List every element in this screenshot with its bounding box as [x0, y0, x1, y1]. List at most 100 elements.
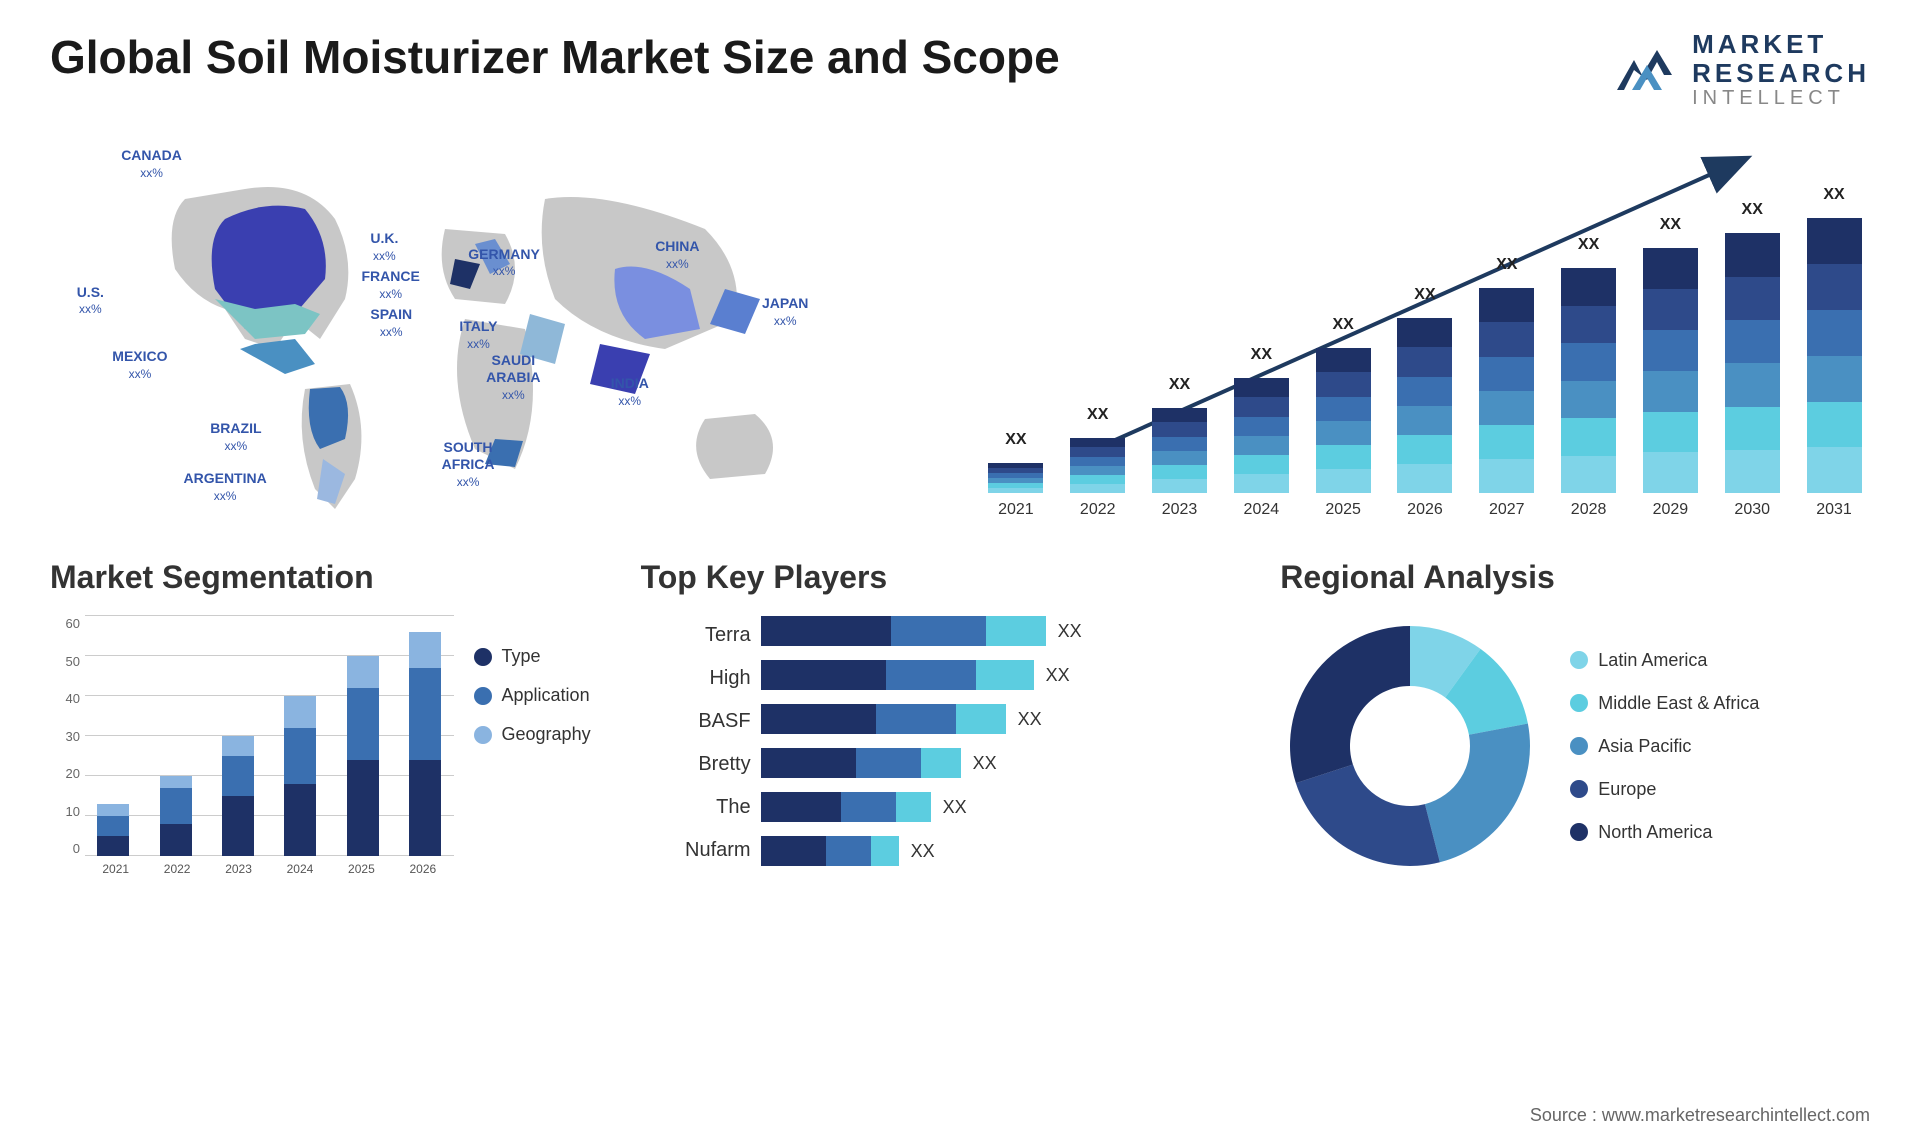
player-row: XX: [761, 836, 1231, 866]
player-row: XX: [761, 748, 1231, 778]
forecast-value: XX: [1660, 216, 1681, 234]
regional-legend: Latin America Middle East & Africa Asia Pa…: [1570, 650, 1759, 843]
legend-item: Europe: [1570, 779, 1759, 800]
legend-item: Latin America: [1570, 650, 1759, 671]
forecast-year: 2027: [1489, 501, 1525, 519]
map-label: ITALYxx%: [459, 318, 497, 352]
forecast-chart: XX 2021 XX 2022 XX2023 XX 2024 XX 2025 XX 2026 XX 20…: [980, 139, 1870, 519]
forecast-year: 2024: [1244, 501, 1280, 519]
forecast-year: 2031: [1816, 501, 1852, 519]
seg-year: 2021: [85, 862, 146, 876]
map-label: FRANCExx%: [362, 268, 420, 302]
map-label: INDIAxx%: [611, 375, 649, 409]
player-name: BASF: [641, 710, 751, 733]
forecast-bar: XX 2021: [980, 431, 1052, 519]
player-value: XX: [1058, 621, 1082, 642]
forecast-bar: XX 2022: [1062, 406, 1134, 519]
forecast-bar: XX 2026: [1389, 286, 1461, 519]
map-label: JAPANxx%: [762, 295, 808, 329]
donut-slice: [1290, 626, 1410, 783]
seg-bar: [210, 736, 266, 856]
logo-line2: RESEARCH: [1692, 59, 1870, 88]
player-row: XX: [761, 616, 1231, 646]
player-row: XX: [761, 704, 1231, 734]
map-label: SAUDIARABIAxx%: [486, 352, 540, 402]
seg-bar: [85, 804, 141, 856]
seg-year: 2023: [208, 862, 269, 876]
segmentation-title: Market Segmentation: [50, 559, 591, 596]
forecast-year: 2028: [1571, 501, 1607, 519]
forecast-value: XX: [1332, 316, 1353, 334]
source-text: Source : www.marketresearchintellect.com: [1530, 1105, 1870, 1126]
player-row: XX: [761, 792, 1231, 822]
logo: MARKET RESEARCH INTELLECT: [1612, 30, 1870, 109]
forecast-year: 2029: [1653, 501, 1689, 519]
regional-donut: [1280, 616, 1540, 876]
segmentation-legend: TypeApplicationGeography: [474, 616, 591, 876]
forecast-value: XX: [1742, 201, 1763, 219]
forecast-bar: XX 2028: [1553, 236, 1625, 519]
page-title: Global Soil Moisturizer Market Size and …: [50, 30, 1060, 84]
logo-line3: INTELLECT: [1692, 87, 1870, 109]
player-name: Nufarm: [641, 839, 751, 862]
player-value: XX: [1046, 665, 1070, 686]
players-title: Top Key Players: [641, 559, 1231, 596]
forecast-value: XX: [1005, 431, 1026, 449]
map-label: CANADAxx%: [121, 147, 182, 181]
forecast-bar: XX 2029: [1635, 216, 1707, 519]
forecast-year: 2026: [1407, 501, 1443, 519]
forecast-year: 2021: [998, 501, 1034, 519]
forecast-value: XX: [1414, 286, 1435, 304]
player-name: The: [641, 796, 751, 819]
map-label: U.K.xx%: [370, 230, 398, 264]
player-name: High: [641, 667, 751, 690]
legend-item: Application: [474, 685, 591, 706]
player-name: Terra: [641, 624, 751, 647]
segmentation-section: Market Segmentation 0102030405060 202120…: [50, 559, 591, 876]
forecast-year: 2022: [1080, 501, 1116, 519]
map-label: SOUTHAFRICAxx%: [442, 439, 495, 489]
donut-slice: [1425, 724, 1530, 863]
seg-bar: [147, 776, 203, 856]
seg-bar: [397, 632, 453, 856]
world-map: CANADAxx% U.S.xx% MEXICOxx% BRAZILxx% ARGENT…: [50, 139, 940, 519]
legend-item: North America: [1570, 822, 1759, 843]
map-label: MEXICOxx%: [112, 348, 167, 382]
map-label: CHINAxx%: [655, 238, 699, 272]
logo-icon: [1612, 40, 1682, 100]
regional-section: Regional Analysis Latin America Middle Ea…: [1280, 559, 1870, 876]
player-value: XX: [1018, 709, 1042, 730]
map-label: SPAINxx%: [370, 306, 412, 340]
player-value: XX: [911, 841, 935, 862]
player-row: XX: [761, 660, 1231, 690]
forecast-value: XX: [1578, 236, 1599, 254]
forecast-year: 2025: [1325, 501, 1361, 519]
forecast-year: 2030: [1734, 501, 1770, 519]
map-label: U.S.xx%: [77, 284, 104, 318]
forecast-value: XX: [1496, 256, 1517, 274]
forecast-value: XX: [1087, 406, 1108, 424]
seg-year: 2026: [392, 862, 453, 876]
map-label: GERMANYxx%: [468, 246, 540, 280]
forecast-bar: XX2023: [1144, 376, 1216, 519]
forecast-bar: XX 2030: [1716, 201, 1788, 519]
seg-bar: [335, 656, 391, 856]
regional-title: Regional Analysis: [1280, 559, 1870, 596]
map-label: BRAZILxx%: [210, 420, 261, 454]
forecast-value: XX: [1251, 346, 1272, 364]
forecast-bar: XX 2027: [1471, 256, 1543, 519]
player-name: Bretty: [641, 753, 751, 776]
donut-slice: [1296, 765, 1440, 866]
segmentation-chart: 0102030405060 202120222023202420252026: [50, 616, 454, 876]
forecast-bar: XX 2024: [1225, 346, 1297, 519]
forecast-value: XX: [1823, 186, 1844, 204]
legend-item: Asia Pacific: [1570, 736, 1759, 757]
map-label: ARGENTINAxx%: [184, 470, 267, 504]
player-value: XX: [943, 797, 967, 818]
legend-item: Middle East & Africa: [1570, 693, 1759, 714]
legend-item: Type: [474, 646, 591, 667]
players-section: Top Key Players Terra High BASF Bretty The Nu…: [641, 559, 1231, 876]
seg-year: 2022: [146, 862, 207, 876]
seg-bar: [272, 696, 328, 856]
seg-year: 2025: [331, 862, 392, 876]
